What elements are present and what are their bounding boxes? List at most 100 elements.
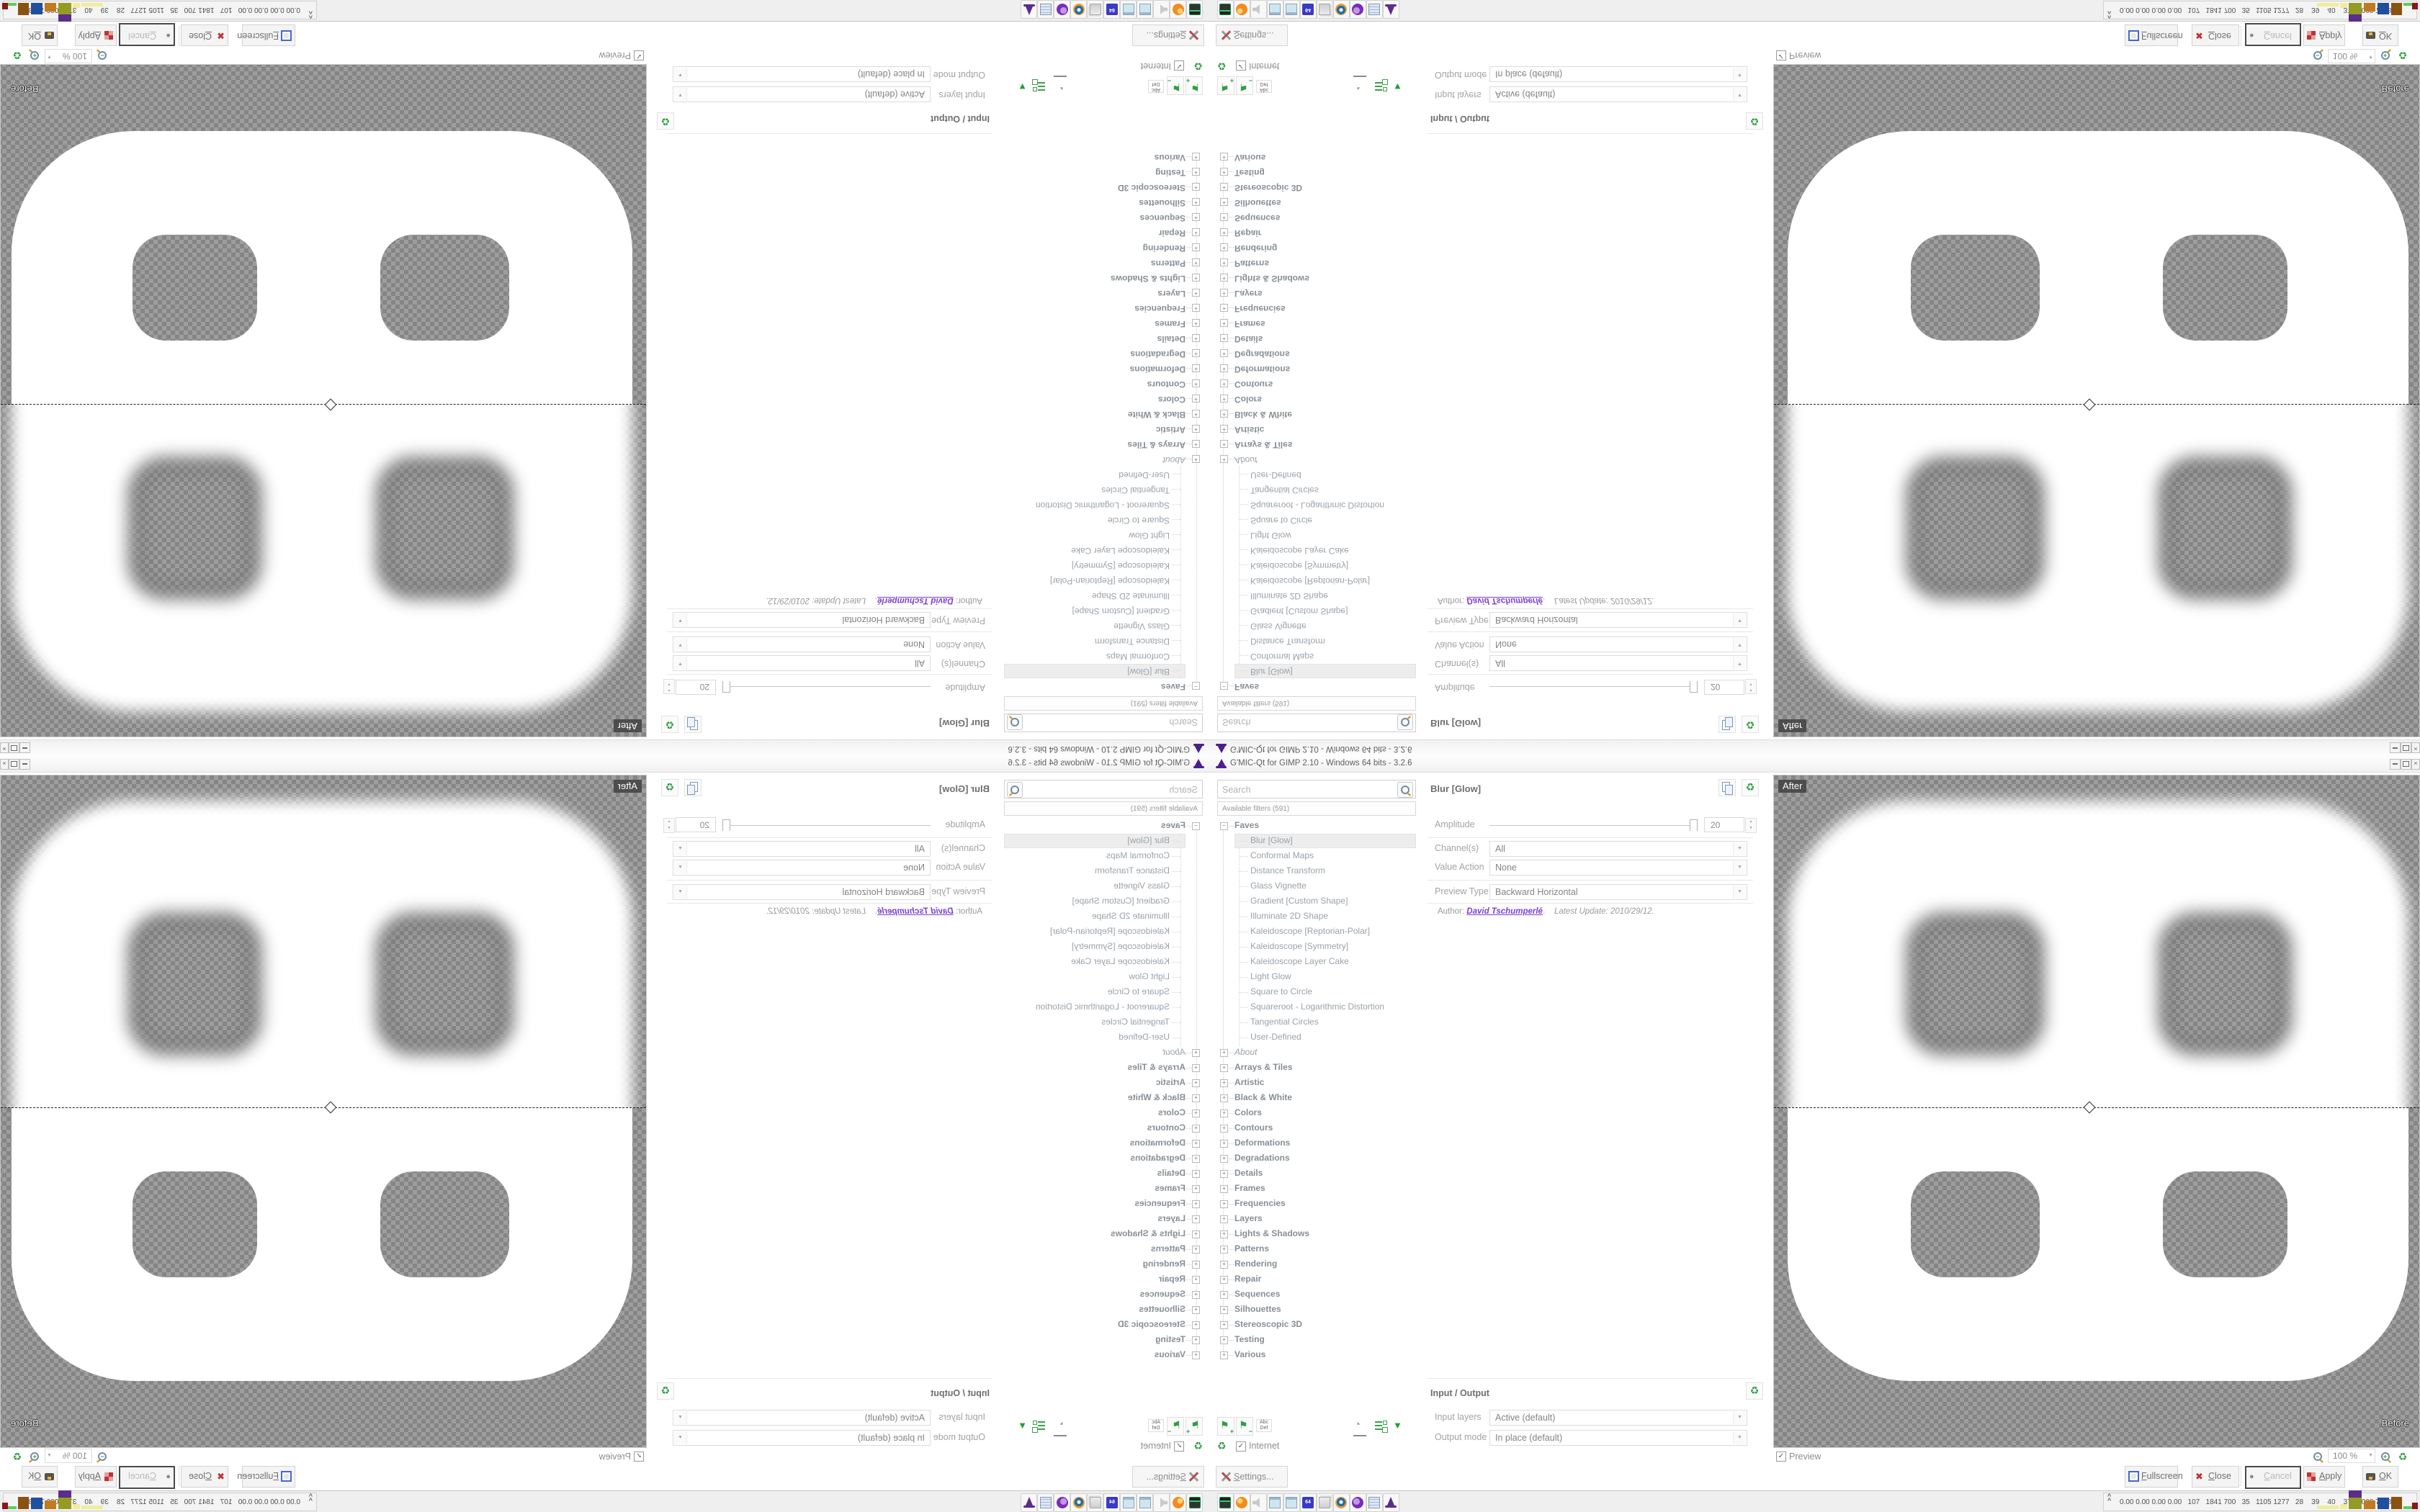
tree-expander[interactable]: + — [1192, 1230, 1200, 1238]
tree-item-about[interactable]: + About — [1004, 452, 1203, 467]
close-button[interactable]: ✖ Close — [2192, 1466, 2239, 1488]
tray-expander-icon[interactable]: ^ ^ — [2107, 8, 2112, 19]
tree-item-kaleidoscope-reptorian-polar[interactable]: Kaleidoscope [Reptorian-Polar] — [1217, 924, 1416, 939]
reset-filter-button[interactable]: ♻ — [1742, 716, 1759, 733]
tree-item-stereoscopic-3d[interactable]: + Stereoscopic 3D — [1217, 1318, 1416, 1332]
tree-expander[interactable]: + — [1192, 1110, 1200, 1117]
tree-item-repair[interactable]: + Repair — [1217, 1272, 1416, 1287]
tree-item-testing[interactable]: + Testing — [1217, 1333, 1416, 1347]
tree-item-details[interactable]: + Details — [1217, 1166, 1416, 1181]
tree-item-about[interactable]: + About — [1004, 1045, 1203, 1060]
tree-item-artistic[interactable]: + Artistic — [1217, 1076, 1416, 1090]
tree-item-testing[interactable]: + Testing — [1004, 1333, 1203, 1347]
author-link[interactable]: David Tschumperlé — [877, 907, 954, 916]
tree-item-degradations[interactable]: + Degradations — [1004, 346, 1203, 361]
tree-item-patterns[interactable]: + Patterns — [1217, 1242, 1416, 1256]
tree-item-colors[interactable]: + Colors — [1217, 1106, 1416, 1120]
taskbar-button-mascot[interactable] — [1350, 0, 1366, 19]
cancel-button[interactable]: ● Cancel — [2245, 23, 2301, 46]
search-button[interactable] — [1007, 714, 1023, 730]
tree-item-light-glow[interactable]: Light Glow — [1217, 970, 1416, 984]
remove-fave-button[interactable]: ⚑ − — [1236, 1417, 1253, 1436]
copy-command-button[interactable] — [1718, 716, 1736, 733]
tree-item-rendering[interactable]: + Rendering — [1004, 240, 1203, 255]
rename-fave-button[interactable]: Abc Def — [1255, 1417, 1272, 1436]
tree-item-faves[interactable]: − Faves — [1004, 679, 1203, 693]
tree-item-glass-vignette[interactable]: Glass Vignette — [1004, 879, 1203, 894]
tree-expander[interactable]: + — [1192, 1185, 1200, 1193]
tree-item-distance-transform[interactable]: Distance Transform — [1217, 864, 1416, 878]
tree-item-layers[interactable]: + Layers — [1004, 1212, 1203, 1226]
tree-item-silhouettes[interactable]: + Silhouettes — [1217, 195, 1416, 210]
tree-expander[interactable]: + — [1192, 168, 1200, 176]
tree-item-black-white[interactable]: + Black & White — [1217, 407, 1416, 421]
amplitude-spinbox[interactable]: 20 ▲ ▼ — [1704, 817, 1757, 833]
tree-expander[interactable]: + — [1192, 1336, 1200, 1344]
tree-expander[interactable]: + — [1192, 425, 1200, 433]
minimize-button[interactable] — [2390, 759, 2401, 770]
taskbar-button-blender[interactable] — [1070, 0, 1087, 19]
tree-item-kaleidoscope-symmetry[interactable]: Kaleidoscope [Symmetry] — [1004, 940, 1203, 954]
tree-expander[interactable]: + — [1192, 1140, 1200, 1148]
ok-button[interactable]: OK — [2362, 1466, 2398, 1488]
remove-fave-button[interactable]: ⚑ − — [1167, 76, 1184, 95]
spin-arrows-icon[interactable]: ▲ ▼ — [663, 818, 675, 833]
tree-item-user-defined[interactable]: User-Defined — [1004, 467, 1203, 482]
ok-button[interactable]: OK — [22, 1466, 58, 1488]
value-action-select[interactable]: None ▼ — [673, 636, 931, 652]
tree-item-various[interactable]: + Various — [1004, 150, 1203, 164]
io-reset-button[interactable]: ♻ — [657, 1382, 674, 1400]
apply-button[interactable]: Apply — [75, 24, 117, 46]
tree-item-faves[interactable]: − Faves — [1217, 819, 1416, 833]
tree-item-black-white[interactable]: + Black & White — [1217, 1091, 1416, 1105]
tree-item-kaleidoscope-symmetry[interactable]: Kaleidoscope [Symmetry] — [1004, 558, 1203, 572]
internet-checkbox[interactable]: ✓ — [1174, 1441, 1184, 1452]
tree-expander[interactable]: + — [1192, 258, 1200, 266]
io-reset-button[interactable]: ♻ — [657, 112, 674, 130]
author-link[interactable]: David Tschumperlé — [1466, 596, 1543, 605]
tree-item-arrays-tiles[interactable]: + Arrays & Tiles — [1004, 437, 1203, 451]
preview-split-line[interactable] — [1, 404, 646, 405]
tree-item-sequences[interactable]: + Sequences — [1004, 1287, 1203, 1302]
fullscreen-button[interactable]: Fullscreen — [2125, 1466, 2183, 1488]
tree-item-patterns[interactable]: + Patterns — [1217, 256, 1416, 270]
tree-expander[interactable]: + — [1192, 228, 1200, 236]
channels-select[interactable]: All ▼ — [673, 841, 931, 857]
taskbar-button-gmic-hat[interactable] — [1021, 1493, 1037, 1512]
filter-visibility-button[interactable] — [1031, 76, 1049, 95]
tree-item-glass-vignette[interactable]: Glass Vignette — [1004, 618, 1203, 633]
ok-button[interactable]: OK — [22, 24, 58, 46]
taskbar-button-mascot[interactable] — [1054, 1493, 1070, 1512]
maximize-button[interactable] — [2401, 742, 2411, 753]
input-layers-select[interactable]: Active (default) ▼ — [1489, 1410, 1747, 1426]
window-close-button[interactable]: × — [2411, 742, 2420, 753]
tree-item-illuminate-2d-shape[interactable]: Illuminate 2D Shape — [1217, 588, 1416, 603]
tree-expander[interactable]: + — [1192, 1064, 1200, 1072]
tree-item-gradient-custom-shape[interactable]: Gradient [Custom Shape] — [1217, 894, 1416, 909]
remove-fave-button[interactable]: ⚑ − — [1167, 1417, 1184, 1436]
taskbar-button-notepad[interactable] — [1120, 1493, 1137, 1512]
taskbar-button-mascot[interactable] — [1350, 1493, 1366, 1512]
tree-item-kaleidoscope-reptorian-polar[interactable]: Kaleidoscope [Reptorian-Polar] — [1217, 573, 1416, 588]
amplitude-spinbox[interactable]: 20 ▲ ▼ — [663, 679, 716, 695]
maximize-button[interactable] — [2401, 759, 2411, 770]
tree-item-contours[interactable]: + Contours — [1004, 377, 1203, 391]
taskbar-button-console[interactable] — [1186, 1493, 1203, 1512]
output-mode-select[interactable]: In place (default) ▼ — [673, 66, 931, 82]
ok-button[interactable]: OK — [2362, 24, 2398, 46]
channels-select[interactable]: All ▼ — [1489, 655, 1747, 671]
tree-item-frames[interactable]: + Frames — [1217, 316, 1416, 330]
taskbar-button-gmic-hat[interactable] — [1021, 0, 1037, 19]
tree-item-artistic[interactable]: + Artistic — [1004, 422, 1203, 436]
preview-type-select[interactable]: Backward Horizontal ▼ — [1489, 612, 1747, 628]
rename-fave-button[interactable]: Abc Def — [1255, 76, 1272, 95]
taskbar-button-notepad[interactable] — [1267, 1493, 1283, 1512]
tree-item-frames[interactable]: + Frames — [1217, 1182, 1416, 1196]
preview-pane[interactable]: After Before — [0, 775, 647, 1448]
tree-item-silhouettes[interactable]: + Silhouettes — [1004, 195, 1203, 210]
tree-item-arrays-tiles[interactable]: + Arrays & Tiles — [1217, 437, 1416, 451]
minimize-button[interactable] — [2390, 742, 2401, 753]
tree-expander[interactable]: + — [1192, 440, 1200, 448]
zoom-out-button[interactable]: − — [95, 48, 109, 63]
tree-item-silhouettes[interactable]: + Silhouettes — [1217, 1302, 1416, 1317]
